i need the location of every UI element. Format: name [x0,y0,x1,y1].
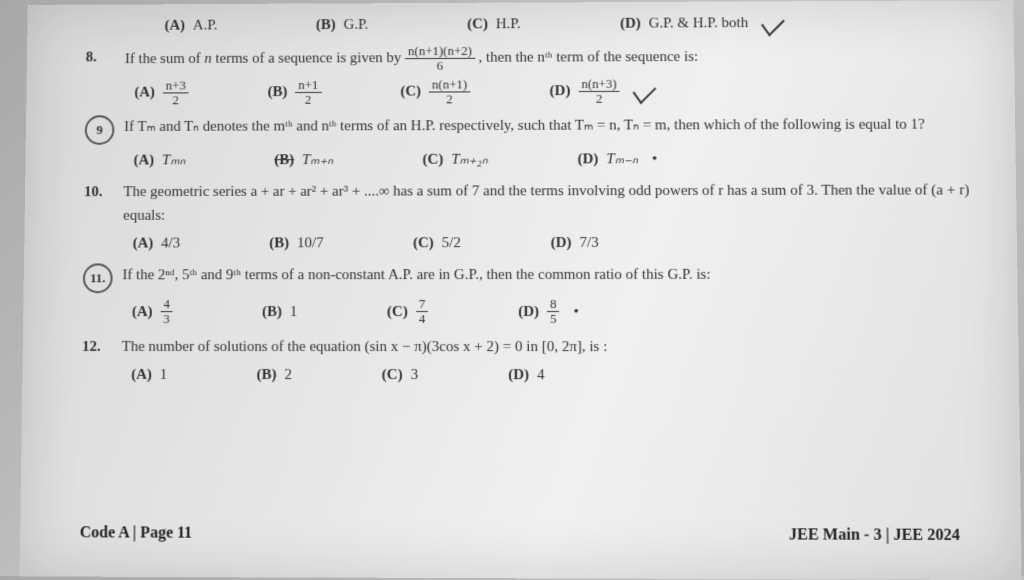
q12c: 3 [411,363,419,387]
q8-frac-num: n(n+1)(n+2) [405,44,475,59]
q9d: Tₘ₋ₙ [606,148,638,172]
q8-pre: If the sum of [125,51,205,67]
footer-left: Code A | Page 11 [80,521,193,547]
q12-text: The number of solutions of the equation … [122,335,978,359]
q8-options: (A)n+32 (B)n+12 (C)n(n+1)2 (D)n(n+3)2 [134,75,974,107]
q8-opt-c: (C)n(n+1)2 [400,77,470,106]
q10c: 5/2 [442,231,461,255]
q11a-d: 3 [160,313,173,327]
q8-post: , then the nᵗʰ term of the sequence is: [479,49,699,66]
q11-opt-a: (A)43 [132,297,173,326]
q11-text: If the 2ⁿᵈ, 5ᵗʰ and 9ᵗʰ terms of a non-c… [122,263,977,288]
q10b: 10/7 [297,232,324,256]
q8c-n: n(n+1) [429,77,470,92]
q10d: 7/3 [579,231,598,255]
q11-opt-d: (D)85• [518,297,579,327]
footer-right: JEE Main - 3 | JEE 2024 [789,523,960,550]
q12b: 2 [284,363,292,387]
q9c: Tₘ₊₂ₙ [451,148,488,172]
q8-text: If the sum of n terms of a sequence is g… [125,42,974,75]
q8-opt-d: (D)n(n+3)2 [550,77,656,107]
q11-options: (A)43 (B)1 (C)74 (D)85• [132,297,978,327]
exam-page: (A)A.P. (B)G.P. (C)H.P. (D)G.P. & H.P. b… [20,0,1022,580]
q8d-n: n(n+3) [578,77,619,92]
q12-num: 12. [82,335,122,359]
q8b-n: n+1 [295,78,321,93]
check-icon [761,10,785,37]
q11c-n: 7 [416,297,429,312]
q9-row: 9 If Tₘ and Tₙ denotes the mᵗʰ and nᵗʰ t… [85,113,975,145]
q8-num: 8. [86,46,126,70]
q12d: 4 [537,363,545,387]
q10-num: 10. [84,180,124,204]
q8b-d: 2 [302,93,314,107]
q10-opt-b: (B)10/7 [269,232,323,256]
q11c-d: 4 [416,313,429,327]
q11-row: 11. If the 2ⁿᵈ, 5ᵗʰ and 9ᵗʰ terms of a n… [83,263,977,294]
q11-num: 11. [83,264,123,294]
q7-opt-a: (A)A.P. [164,14,217,38]
q12-opt-a: (A)1 [131,363,167,387]
q10a: 4/3 [161,232,180,256]
q12-options: (A)1 (B)2 (C)3 (D)4 [131,363,978,388]
q9-options: (A)Tₘₙ (B)Tₘ₊ₙ (C)Tₘ₊₂ₙ (D)Tₘ₋ₙ• [134,147,976,173]
q9-num: 9 [85,115,125,145]
q7-opt-b-text: G.P. [344,13,369,37]
q7-opt-b: (B)G.P. [316,13,368,37]
q8-frac-den: 6 [434,59,446,73]
q10-opt-c: (C)5/2 [413,231,461,255]
q10-options: (A)4/3 (B)10/7 (C)5/2 (D)7/3 [133,231,977,256]
q8d-d: 2 [593,92,605,106]
q12a: 1 [160,363,168,387]
q11d-d: 5 [547,312,560,326]
page-footer: Code A | Page 11 JEE Main - 3 | JEE 2024 [80,521,961,550]
q12-opt-b: (B)2 [257,363,293,387]
q9-opt-c: (C)Tₘ₊₂ₙ [423,148,488,172]
q9-opt-d: (D)Tₘ₋ₙ• [578,147,658,171]
q12-opt-d: (D)4 [508,363,544,387]
q9b: Tₘ₊ₙ [302,148,333,172]
q9-opt-b: (B)Tₘ₊ₙ [274,148,333,172]
q11a-n: 4 [160,297,173,312]
q10-row: 10. The geometric series a + ar + ar² + … [84,179,977,228]
q8-opt-a: (A)n+32 [134,78,189,107]
q10-text: The geometric series a + ar + ar² + ar³ … [123,179,976,228]
q7-opt-c: (C)H.P. [467,12,520,36]
q8c-d: 2 [443,92,455,106]
q7-opt-d-text: G.P. & H.P. both [649,11,748,35]
q11-opt-b: (B)1 [262,300,297,324]
q8-row: 8. If the sum of n terms of a sequence i… [86,42,975,75]
q10-opt-d: (D)7/3 [551,231,599,255]
q8-opt-b: (B)n+12 [267,78,321,107]
q9a: Tₘₙ [162,149,186,173]
q12-row: 12. The number of solutions of the equat… [82,335,978,359]
check-icon [633,78,657,105]
q11b: 1 [290,300,298,324]
q8a-d: 2 [169,93,181,107]
q10-opt-a: (A)4/3 [133,232,181,256]
q11d-n: 8 [547,297,560,312]
q7-opt-c-text: H.P. [496,12,521,36]
q8-main-frac: n(n+1)(n+2)6 [405,44,475,73]
q7-opt-a-text: A.P. [193,14,218,38]
q7-opt-d: (D)G.P. & H.P. both [620,11,784,35]
q12-opt-c: (C)3 [382,363,418,387]
q8a-n: n+3 [163,78,189,93]
q11-opt-c: (C)74 [387,297,428,327]
q7-options: (A)A.P. (B)G.P. (C)H.P. (D)G.P. & H.P. b… [164,10,973,37]
q8-mid: terms of a sequence is given by [212,50,405,66]
q9-opt-a: (A)Tₘₙ [134,149,186,173]
q9-text: If Tₘ and Tₙ denotes the mᵗʰ and nᵗʰ ter… [124,113,975,139]
